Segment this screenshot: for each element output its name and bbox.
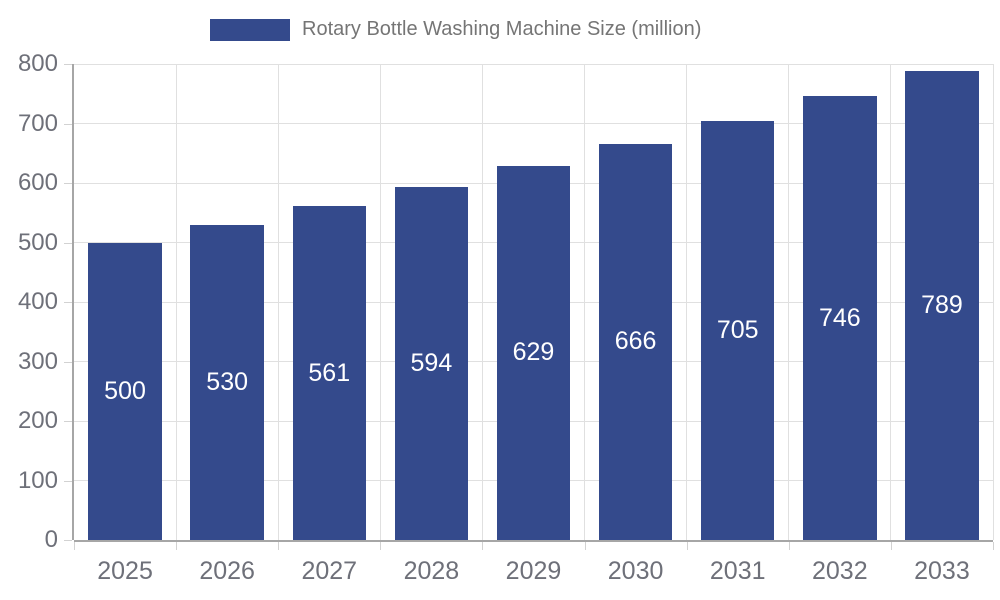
y-tick-label: 800 <box>17 50 58 77</box>
grid-line-vertical <box>686 64 688 540</box>
bar-value-label: 746 <box>818 303 861 332</box>
bar: 561 <box>292 206 367 540</box>
y-tick-label: 500 <box>17 228 58 256</box>
bar: 629 <box>496 165 571 540</box>
x-tick-label: 2027 <box>301 557 358 585</box>
grid-line-vertical <box>890 64 892 540</box>
y-tick-label: 700 <box>17 109 58 137</box>
bar: 530 <box>190 224 264 540</box>
grid-line-horizontal <box>74 123 993 124</box>
y-tick-label: 0 <box>44 526 58 553</box>
bar: 500 <box>88 242 162 540</box>
y-axis-tick <box>64 183 72 184</box>
grid-line-vertical <box>379 64 381 540</box>
bar: 666 <box>598 143 673 540</box>
grid-line-vertical <box>788 64 790 540</box>
bar: 746 <box>803 96 877 540</box>
y-tick-label: 100 <box>17 466 58 494</box>
legend-swatch <box>210 18 290 41</box>
x-tick-label: 2029 <box>505 557 562 585</box>
y-axis-tick <box>64 123 72 125</box>
x-axis-tick <box>584 542 586 550</box>
bar-value-label: 789 <box>921 290 963 319</box>
bar: 789 <box>905 70 979 540</box>
y-axis-tick <box>64 242 72 244</box>
y-axis-tick <box>64 64 72 65</box>
x-axis-tick <box>993 542 994 550</box>
x-axis-line <box>74 540 993 542</box>
x-axis-tick <box>686 542 688 550</box>
x-axis-tick <box>788 542 790 550</box>
y-tick-label: 300 <box>17 347 58 375</box>
y-axis-tick <box>64 421 72 422</box>
bar-value-label: 500 <box>104 376 146 405</box>
bar-value-label: 561 <box>308 358 351 387</box>
x-axis-tick <box>278 542 280 550</box>
bar-value-label: 530 <box>206 367 249 396</box>
grid-line-horizontal <box>74 63 993 65</box>
x-tick-label: 2033 <box>914 557 970 585</box>
x-tick-label: 2032 <box>812 557 868 585</box>
y-axis-tick <box>64 480 72 482</box>
y-axis-tick <box>64 361 72 363</box>
x-tick-label: 2031 <box>709 557 766 585</box>
grid-line-vertical <box>277 64 279 540</box>
bar-value-label: 594 <box>410 348 453 377</box>
x-tick-label: 2028 <box>403 557 460 585</box>
x-axis-tick <box>380 542 382 550</box>
grid-line-vertical <box>175 64 177 540</box>
grid-line-vertical <box>584 64 586 540</box>
x-tick-label: 2026 <box>199 557 255 585</box>
bar-value-label: 629 <box>512 338 555 367</box>
y-tick-label: 400 <box>17 288 58 315</box>
bar: 594 <box>394 186 469 540</box>
grid-line-vertical <box>481 64 483 540</box>
y-tick-label: 600 <box>17 169 58 196</box>
legend-label: Rotary Bottle Washing Machine Size (mill… <box>302 18 702 40</box>
bar-value-label: 666 <box>614 327 657 356</box>
bar-value-label: 705 <box>716 315 759 344</box>
plot-area: 500 530 561 594 629 666 705 746 789 <box>72 63 994 542</box>
bar: 705 <box>700 120 775 540</box>
grid-line-vertical <box>992 64 994 540</box>
x-tick-label: 2025 <box>97 557 153 585</box>
x-tick-label: 2030 <box>607 557 664 585</box>
x-axis-tick <box>482 542 484 550</box>
y-axis-tick <box>64 540 72 541</box>
legend[interactable]: Rotary Bottle Washing Machine Size (mill… <box>210 18 701 41</box>
x-axis-tick <box>176 542 178 550</box>
y-tick-label: 200 <box>17 407 58 434</box>
x-axis-tick <box>890 542 892 550</box>
x-axis-tick <box>74 542 75 550</box>
y-axis-line <box>72 64 74 540</box>
y-axis-tick <box>64 302 72 303</box>
